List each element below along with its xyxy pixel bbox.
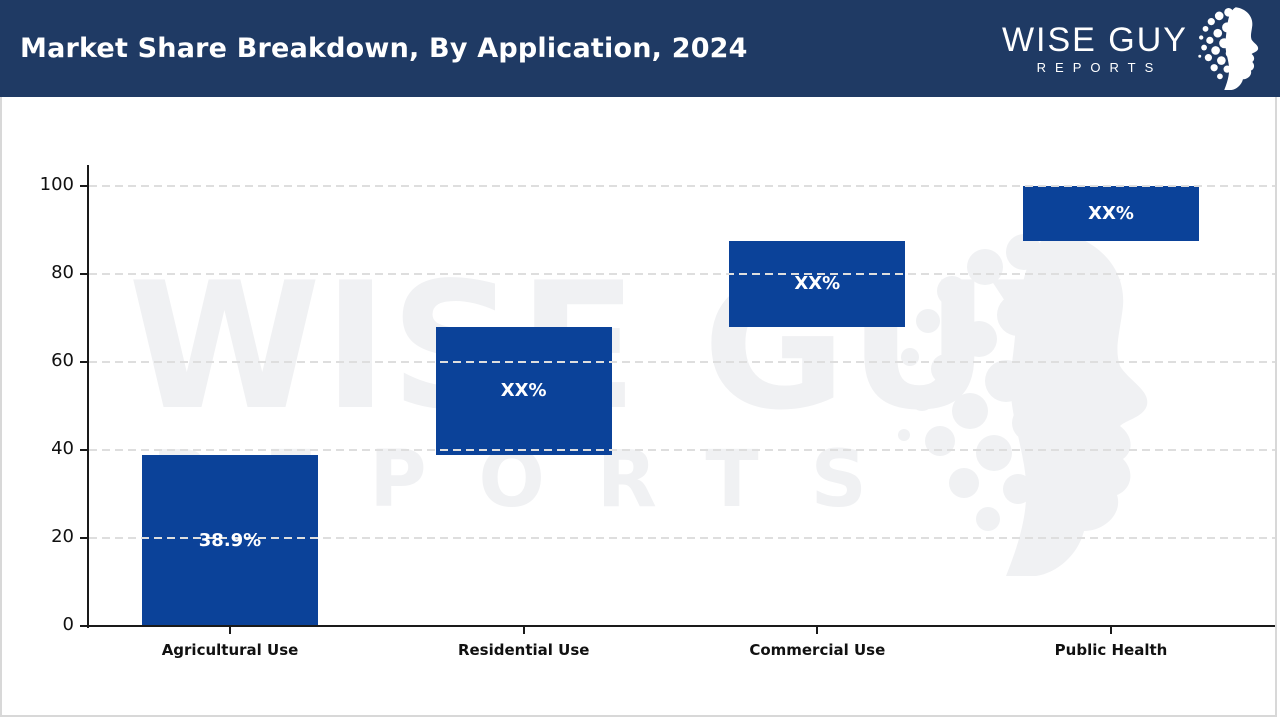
logo-text: WISE GUY REPORTS — [1002, 22, 1188, 75]
x-tick — [1110, 627, 1112, 634]
logo-subtitle: REPORTS — [1036, 60, 1163, 75]
x-tick — [816, 627, 819, 634]
frame-border-bottom — [0, 715, 1277, 717]
bar-value-label: 38.9% — [198, 529, 262, 551]
header-bar: Market Share Breakdown, By Application, … — [0, 0, 1280, 97]
y-tick-label: 100 — [39, 174, 74, 195]
gridline — [89, 361, 1277, 363]
watermark-face-icon — [898, 231, 1148, 576]
page-title: Market Share Breakdown, By Application, … — [20, 33, 748, 64]
y-tick — [80, 625, 87, 627]
y-tick-label: 20 — [51, 526, 74, 547]
y-tick — [80, 273, 87, 275]
y-tick-label: 0 — [62, 614, 74, 635]
gridline — [89, 537, 1277, 539]
x-tick — [522, 627, 525, 634]
y-tick-label: 40 — [51, 438, 74, 459]
y-tick — [80, 449, 87, 451]
bar-residential-use — [435, 326, 612, 455]
bar-agricultural-use — [142, 454, 318, 626]
frame-border-right — [1275, 97, 1277, 717]
x-axis-line — [87, 625, 1277, 627]
wiseguy-logo: WISE GUY REPORTS — [1002, 0, 1266, 97]
logo-face-icon — [1198, 6, 1259, 90]
x-tick-label: Public Health — [1054, 641, 1168, 659]
x-tick-label: Commercial Use — [749, 641, 886, 659]
y-tick — [80, 537, 87, 539]
x-tick-label: Agricultural Use — [161, 641, 299, 659]
bar-public-health — [1023, 186, 1199, 241]
logo-wordmark: WISE GUY — [1001, 21, 1188, 59]
gridline — [89, 185, 1277, 187]
bar-value-label: XX% — [500, 380, 547, 402]
gridline — [89, 449, 1277, 451]
bar-value-label: XX% — [1088, 203, 1134, 224]
x-tick — [229, 627, 231, 634]
bar-commercial-use — [729, 241, 906, 327]
frame-border-left — [0, 97, 2, 717]
bar-value-label: XX% — [794, 273, 841, 295]
y-tick-label: 60 — [51, 350, 74, 371]
gridline — [89, 273, 1277, 275]
x-tick-label: Residential Use — [457, 641, 590, 659]
y-axis-line — [87, 165, 89, 628]
y-tick-label: 80 — [51, 262, 74, 283]
y-tick — [80, 185, 87, 187]
y-tick — [80, 361, 87, 363]
